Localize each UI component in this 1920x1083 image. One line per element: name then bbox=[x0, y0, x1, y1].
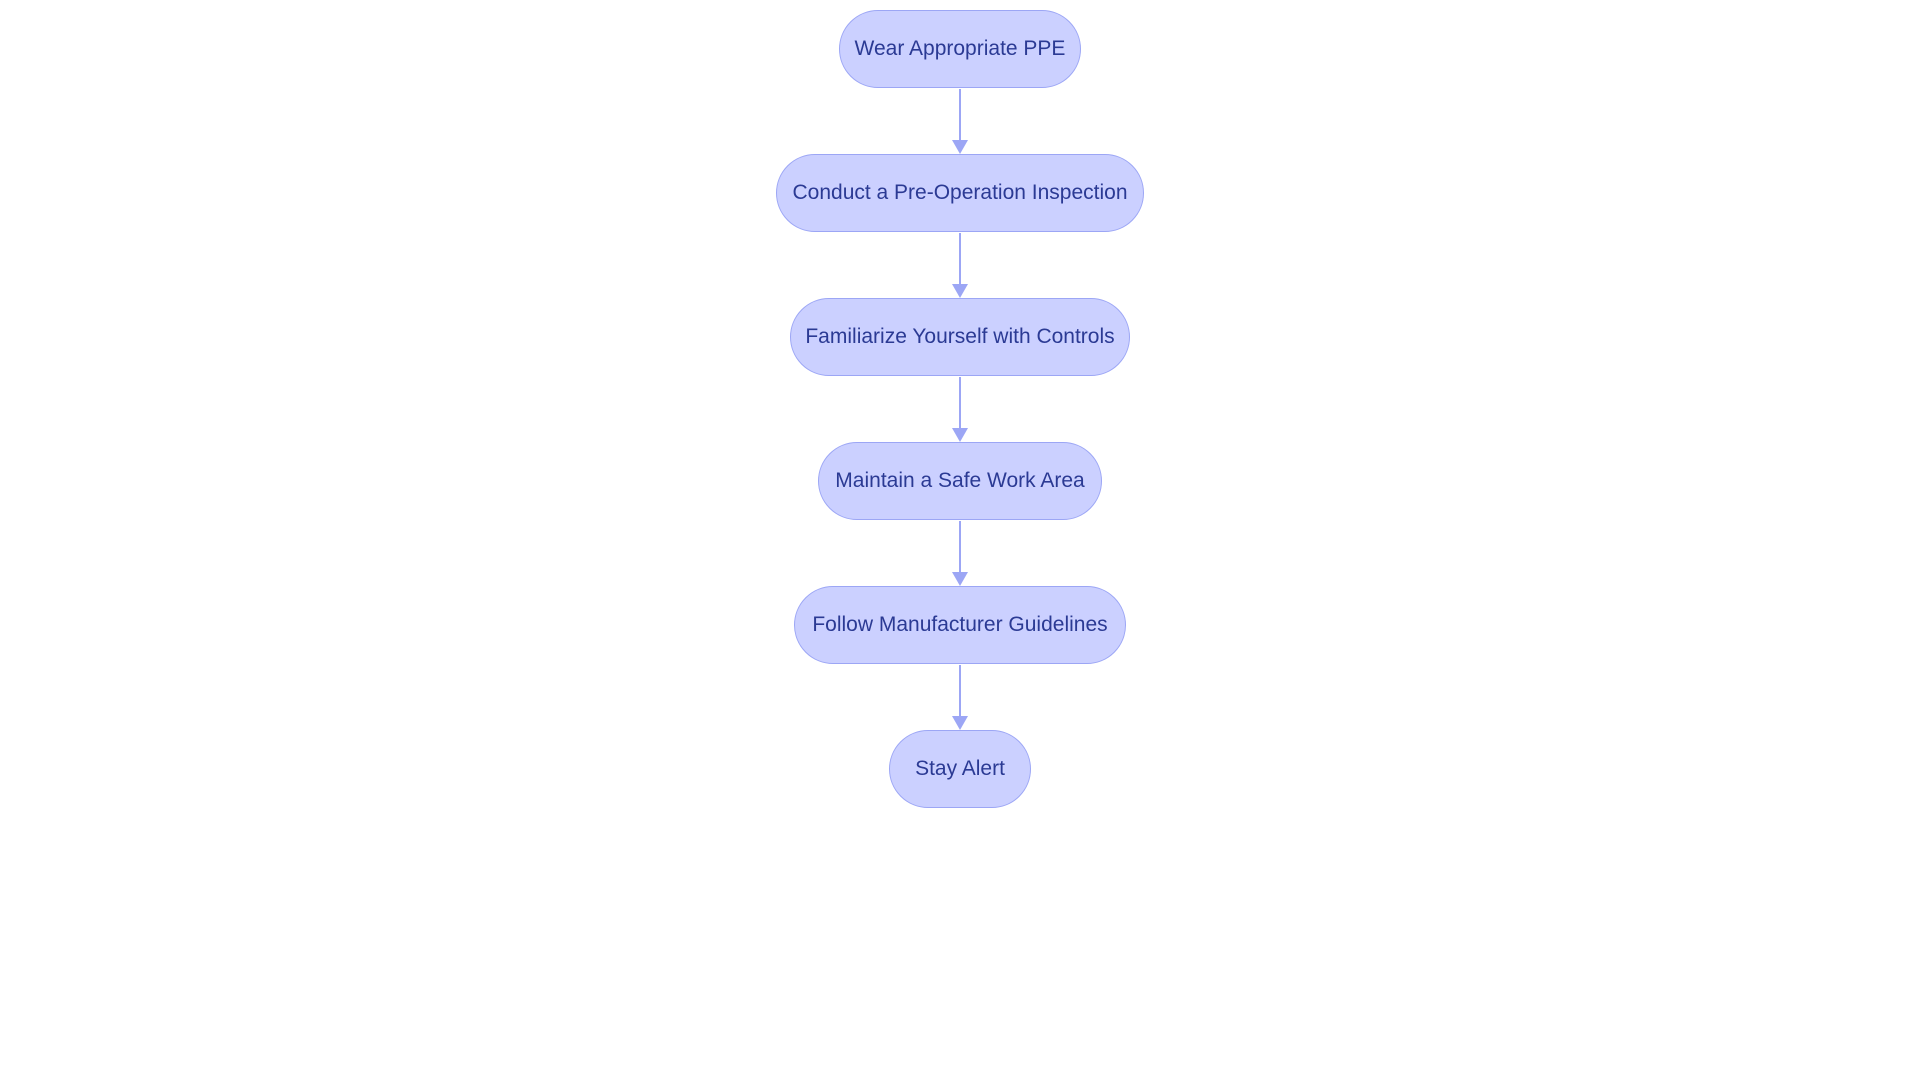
arrow-head-icon bbox=[952, 284, 968, 298]
flowchart-arrow bbox=[952, 232, 968, 298]
flowchart-node: Wear Appropriate PPE bbox=[839, 10, 1081, 88]
arrow-line bbox=[959, 521, 961, 573]
flowchart-node: Conduct a Pre-Operation Inspection bbox=[776, 154, 1144, 232]
flowchart-arrow bbox=[952, 520, 968, 586]
arrow-head-icon bbox=[952, 428, 968, 442]
arrow-line bbox=[959, 89, 961, 141]
flowchart-node: Follow Manufacturer Guidelines bbox=[794, 586, 1126, 664]
node-label: Familiarize Yourself with Controls bbox=[805, 325, 1114, 349]
arrow-line bbox=[959, 233, 961, 285]
flowchart-node: Familiarize Yourself with Controls bbox=[790, 298, 1130, 376]
flowchart-arrow bbox=[952, 664, 968, 730]
node-label: Maintain a Safe Work Area bbox=[835, 469, 1084, 493]
node-label: Stay Alert bbox=[915, 757, 1005, 781]
arrow-line bbox=[959, 377, 961, 429]
flowchart-node: Maintain a Safe Work Area bbox=[818, 442, 1102, 520]
node-label: Wear Appropriate PPE bbox=[855, 37, 1066, 61]
flowchart-arrow bbox=[952, 376, 968, 442]
flowchart-node: Stay Alert bbox=[889, 730, 1031, 808]
arrow-line bbox=[959, 665, 961, 717]
flowchart-arrow bbox=[952, 88, 968, 154]
node-label: Conduct a Pre-Operation Inspection bbox=[792, 181, 1127, 205]
node-label: Follow Manufacturer Guidelines bbox=[812, 613, 1107, 637]
arrow-head-icon bbox=[952, 716, 968, 730]
arrow-head-icon bbox=[952, 140, 968, 154]
flowchart-container: Wear Appropriate PPE Conduct a Pre-Opera… bbox=[776, 10, 1144, 808]
arrow-head-icon bbox=[952, 572, 968, 586]
